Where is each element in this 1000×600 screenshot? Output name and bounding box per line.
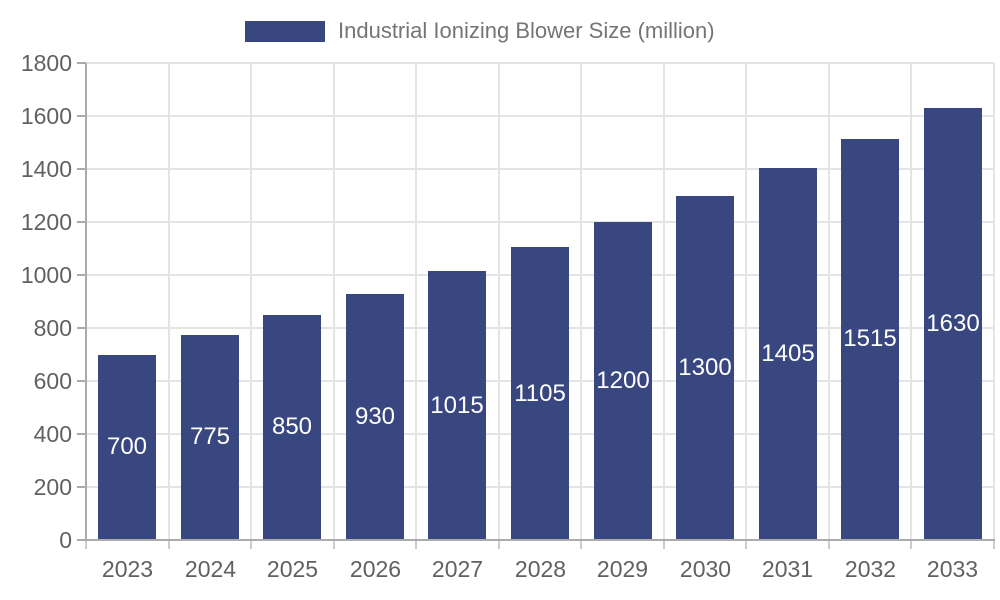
x-gridline: [745, 63, 748, 540]
y-tick: [77, 274, 86, 276]
x-tick-label-2028: 2028: [514, 556, 567, 582]
bar-value-label: 1405: [761, 339, 815, 367]
y-tick: [77, 327, 86, 329]
bar-2030[interactable]: 1300: [676, 195, 734, 540]
legend-swatch: [245, 20, 325, 42]
x-tick-label-2027: 2027: [431, 556, 484, 582]
x-gridline: [415, 63, 418, 540]
bar-2025[interactable]: 850: [263, 314, 321, 540]
y-tick-label-1800: 1800: [20, 50, 72, 76]
x-tick-label-2026: 2026: [349, 556, 402, 582]
x-axis-line: [85, 539, 995, 541]
x-gridline: [580, 63, 583, 540]
x-gridline: [167, 63, 170, 540]
x-tick-label-2024: 2024: [184, 556, 237, 582]
x-gridline: [910, 63, 913, 540]
bar-2027[interactable]: 1015: [428, 271, 486, 540]
y-tick-label-1600: 1600: [20, 103, 72, 129]
bar-2023[interactable]: 700: [98, 354, 156, 540]
bar-value-label: 1105: [514, 379, 566, 407]
x-tick-label-2033: 2033: [926, 556, 979, 582]
x-tick: [745, 540, 748, 549]
x-tick-label-2025: 2025: [266, 556, 319, 582]
x-gridline: [250, 63, 253, 540]
bar-2033[interactable]: 1630: [924, 108, 982, 540]
x-tick-label-2029: 2029: [596, 556, 649, 582]
x-gridline: [662, 63, 665, 540]
x-tick: [662, 540, 665, 549]
bar-value-label: 1200: [596, 367, 650, 394]
legend-item[interactable]: Industrial Ionizing Blower Size (million…: [245, 20, 715, 42]
x-tick: [993, 540, 995, 549]
legend-label: Industrial Ionizing Blower Size (million…: [338, 18, 715, 43]
y-tick-label-1000: 1000: [20, 262, 72, 288]
x-gridline: [497, 63, 500, 540]
y-tick-label-1200: 1200: [20, 209, 72, 235]
x-gridline: [332, 63, 335, 540]
bar-2024[interactable]: 775: [181, 334, 239, 540]
x-tick: [250, 540, 253, 549]
bar-2028[interactable]: 1105: [511, 247, 569, 540]
y-tick: [77, 221, 86, 223]
bar-value-label: 775: [189, 423, 231, 451]
bar-2029[interactable]: 1200: [594, 222, 652, 540]
bar-value-label: 930: [354, 402, 396, 430]
x-tick: [497, 540, 500, 549]
y-tick-label-1400: 1400: [20, 156, 72, 182]
y-tick-label-800: 800: [33, 315, 72, 341]
x-tick: [85, 540, 87, 549]
x-tick: [580, 540, 583, 549]
bar-2032[interactable]: 1515: [841, 138, 899, 540]
y-gridline: [86, 115, 994, 117]
bar-value-label: 1300: [678, 353, 732, 381]
bar-2026[interactable]: 930: [346, 293, 404, 540]
y-tick: [77, 539, 86, 541]
x-tick: [415, 540, 418, 549]
bar-value-label: 1630: [926, 310, 980, 338]
bar-value-label: 700: [106, 433, 148, 461]
bar-2031[interactable]: 1405: [759, 167, 817, 540]
y-tick: [77, 433, 86, 435]
x-tick-label-2030: 2030: [679, 556, 732, 582]
x-tick-label-2032: 2032: [844, 556, 897, 582]
y-gridline: [86, 168, 994, 170]
y-tick-label-0: 0: [59, 527, 72, 553]
x-gridline: [827, 63, 830, 540]
y-tick: [77, 168, 86, 170]
y-tick-label-400: 400: [33, 421, 72, 447]
x-tick-label-2031: 2031: [761, 556, 814, 582]
x-tick: [827, 540, 830, 549]
y-tick: [77, 380, 86, 382]
y-tick: [77, 115, 86, 117]
x-tick-label-2023: 2023: [101, 556, 154, 582]
y-tick: [77, 486, 86, 488]
y-tick-label-600: 600: [33, 368, 72, 394]
bar-value-label: 1515: [843, 325, 897, 353]
x-gridline: [993, 63, 995, 540]
bar-value-label: 1015: [430, 391, 484, 419]
y-tick: [77, 62, 86, 64]
x-tick: [167, 540, 170, 549]
y-axis-line: [85, 63, 87, 541]
bar-value-label: 850: [271, 413, 313, 441]
x-tick: [910, 540, 913, 549]
y-gridline: [86, 62, 994, 64]
y-tick-label-200: 200: [33, 474, 72, 500]
y-gridline: [86, 221, 994, 223]
x-tick: [332, 540, 335, 549]
